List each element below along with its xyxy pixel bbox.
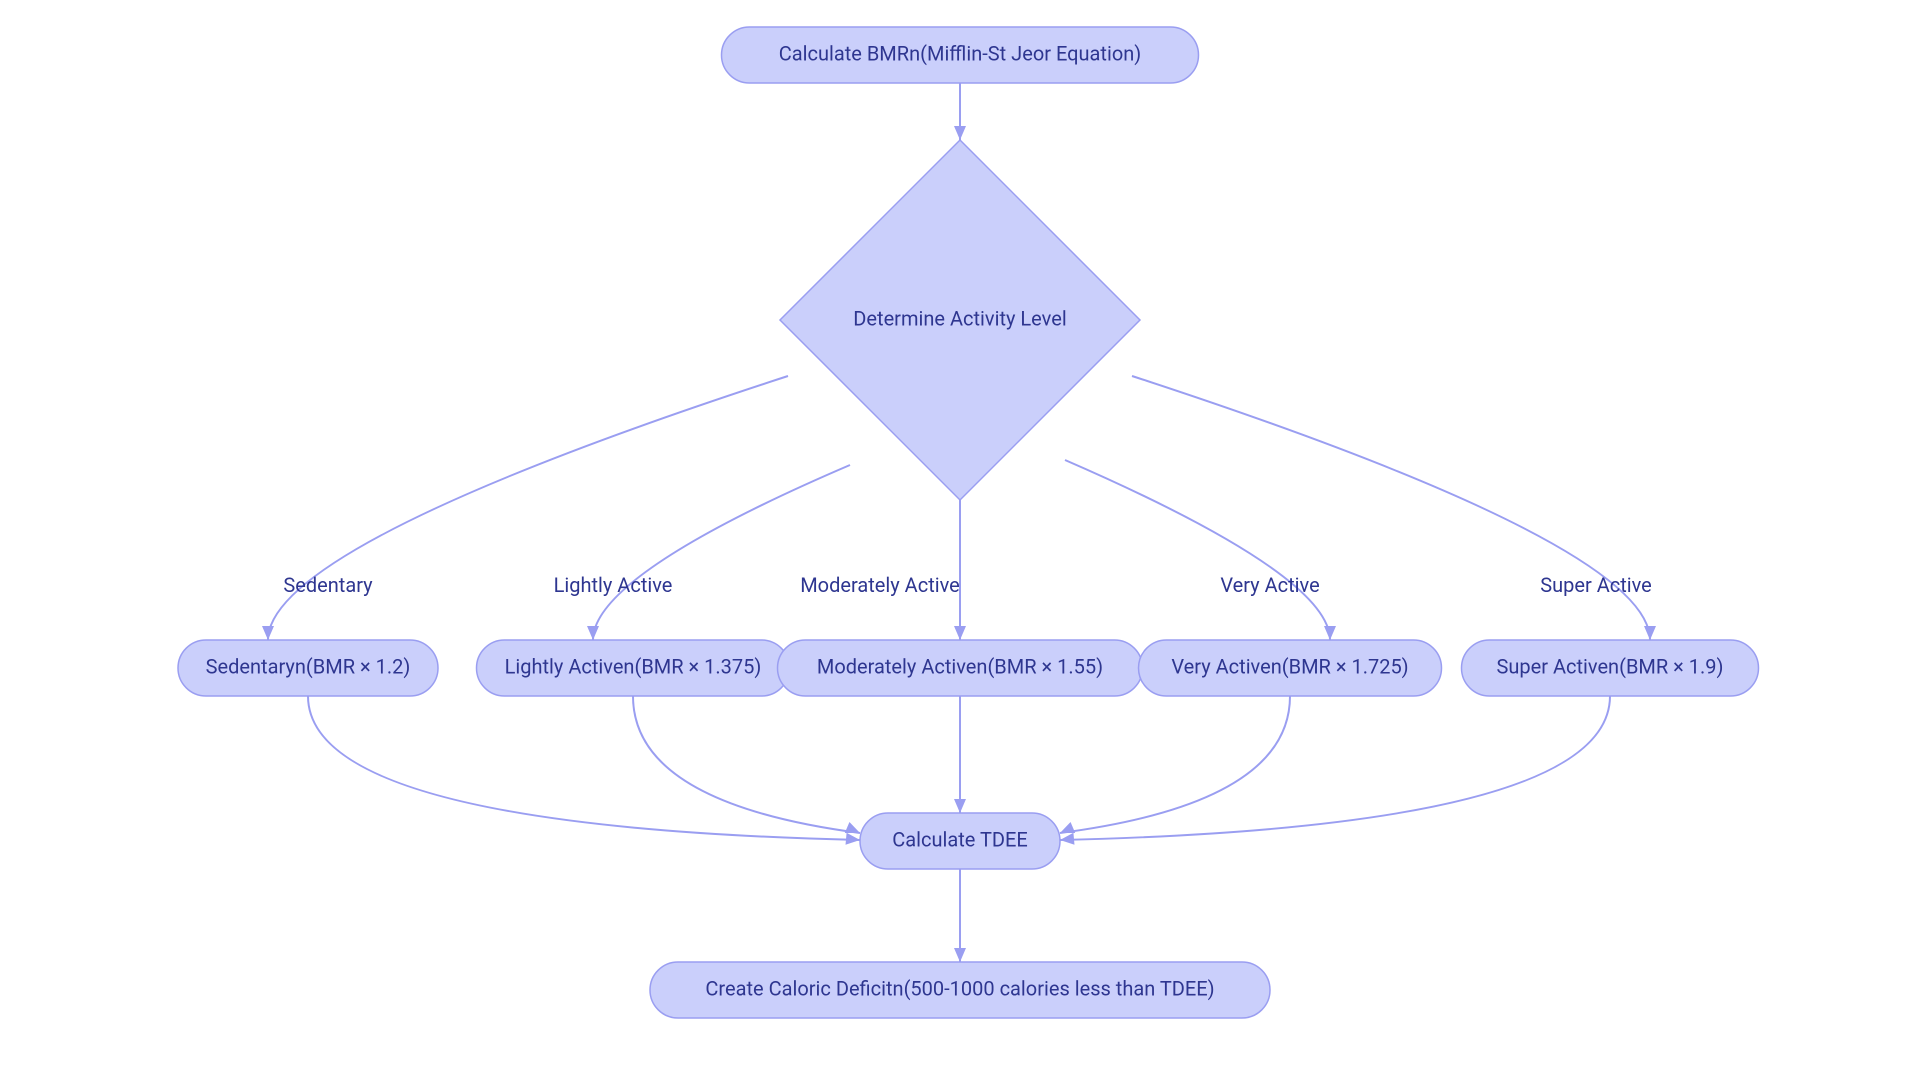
arrowhead	[954, 799, 966, 813]
arrowhead	[1644, 626, 1656, 640]
node-decide: Determine Activity Level	[780, 140, 1140, 500]
node-label-tdee: Calculate TDEE	[892, 827, 1028, 851]
node-a2: Lightly Activen(BMR × 1.375)	[477, 640, 790, 696]
node-a4: Very Activen(BMR × 1.725)	[1139, 640, 1442, 696]
edge-a2-tdee	[633, 696, 860, 833]
node-label-deficit: Create Caloric Deficitn(500-1000 calorie…	[705, 976, 1214, 1000]
arrowhead	[954, 126, 966, 140]
edge-label-decide-a3: Moderately Active	[800, 573, 960, 597]
edge-decide-a2	[593, 465, 850, 640]
edge-decide-a1	[268, 376, 788, 640]
node-label-a2: Lightly Activen(BMR × 1.375)	[505, 654, 762, 678]
node-label-a5: Super Activen(BMR × 1.9)	[1496, 654, 1723, 678]
arrowhead	[1059, 833, 1074, 846]
edge-label-decide-a1: Sedentary	[283, 573, 373, 597]
node-label-decide: Determine Activity Level	[853, 306, 1066, 330]
flowchart-canvas: Calculate BMRn(Mifflin-St Jeor Equation)…	[0, 0, 1920, 1083]
arrowhead	[1324, 626, 1336, 640]
node-a5: Super Activen(BMR × 1.9)	[1462, 640, 1759, 696]
edge-decide-a4	[1065, 460, 1330, 640]
node-label-a3: Moderately Activen(BMR × 1.55)	[817, 654, 1103, 678]
node-label-a4: Very Activen(BMR × 1.725)	[1171, 654, 1408, 678]
arrowhead	[846, 833, 861, 846]
node-label-a1: Sedentaryn(BMR × 1.2)	[206, 654, 411, 678]
arrowhead	[954, 948, 966, 962]
arrowhead	[954, 626, 966, 640]
edge-label-decide-a2: Lightly Active	[554, 573, 673, 597]
edge-label-decide-a5: Super Active	[1540, 573, 1652, 597]
node-bmr: Calculate BMRn(Mifflin-St Jeor Equation)	[722, 27, 1199, 83]
node-deficit: Create Caloric Deficitn(500-1000 calorie…	[650, 962, 1270, 1018]
node-a1: Sedentaryn(BMR × 1.2)	[178, 640, 438, 696]
node-a3: Moderately Activen(BMR × 1.55)	[778, 640, 1143, 696]
nodes-layer: Calculate BMRn(Mifflin-St Jeor Equation)…	[178, 27, 1759, 1018]
edge-labels-layer: Sedentary Lightly Active Moderately Active…	[283, 573, 1651, 597]
edge-label-decide-a4: Very Active	[1220, 573, 1319, 597]
node-tdee: Calculate TDEE	[860, 813, 1060, 869]
edge-decide-a5	[1132, 376, 1650, 640]
node-label-bmr: Calculate BMRn(Mifflin-St Jeor Equation)	[779, 41, 1142, 65]
arrowhead	[262, 626, 274, 640]
edge-a4-tdee	[1060, 696, 1290, 833]
arrowhead	[587, 626, 599, 640]
